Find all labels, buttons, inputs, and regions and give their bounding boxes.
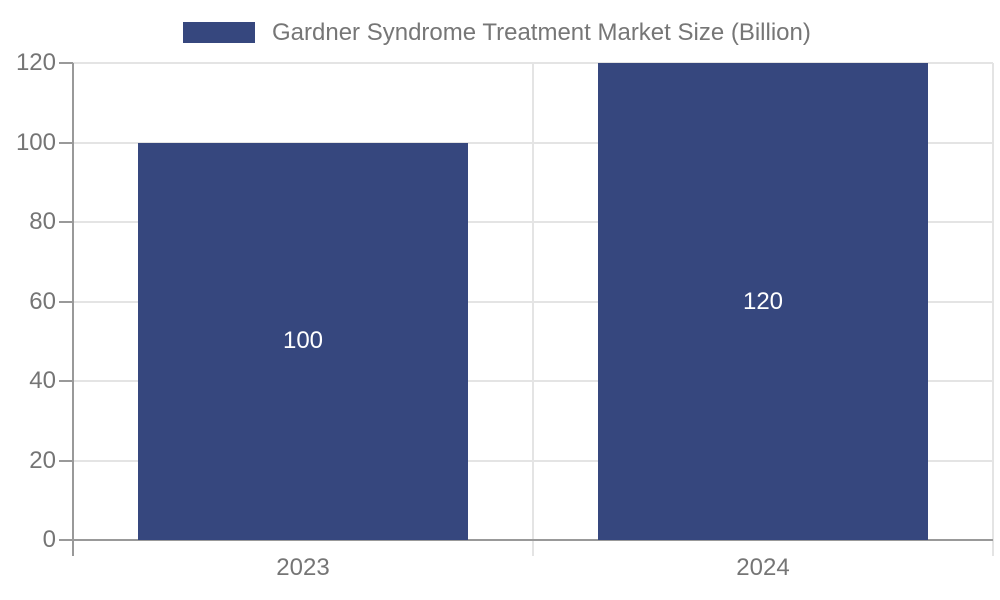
legend-swatch xyxy=(183,22,255,43)
y-axis-tick xyxy=(59,141,73,144)
y-axis-tick xyxy=(59,221,73,223)
y-axis-tick xyxy=(59,380,73,382)
y-axis-tick xyxy=(59,459,73,462)
x-tick-label-2024: 2024 xyxy=(736,554,790,581)
bar-value-label: 100 xyxy=(282,327,324,355)
gridline-vertical xyxy=(532,63,534,556)
y-tick-label: 100 xyxy=(15,128,56,156)
gridline-vertical xyxy=(992,63,994,556)
x-axis-line xyxy=(73,539,993,541)
y-axis-line xyxy=(72,63,74,556)
bar-2024[interactable] xyxy=(598,63,928,540)
y-tick-label: 80 xyxy=(29,208,56,235)
legend-label: Gardner Syndrome Treatment Market Size (… xyxy=(272,19,811,46)
y-tick-label: 40 xyxy=(29,367,56,394)
y-tick-label: 20 xyxy=(29,446,56,474)
bar-value-label: 120 xyxy=(742,287,784,315)
y-axis-tick xyxy=(59,539,73,541)
y-tick-label: 60 xyxy=(29,287,56,315)
x-tick-label-2023: 2023 xyxy=(276,554,330,581)
y-axis-tick xyxy=(59,62,73,64)
y-tick-label: 120 xyxy=(15,49,56,76)
bar-2023[interactable] xyxy=(138,142,468,540)
y-axis-tick xyxy=(59,300,73,303)
legend-item[interactable]: Gardner Syndrome Treatment Market Size (… xyxy=(183,19,811,46)
y-tick-label: 0 xyxy=(42,526,56,553)
